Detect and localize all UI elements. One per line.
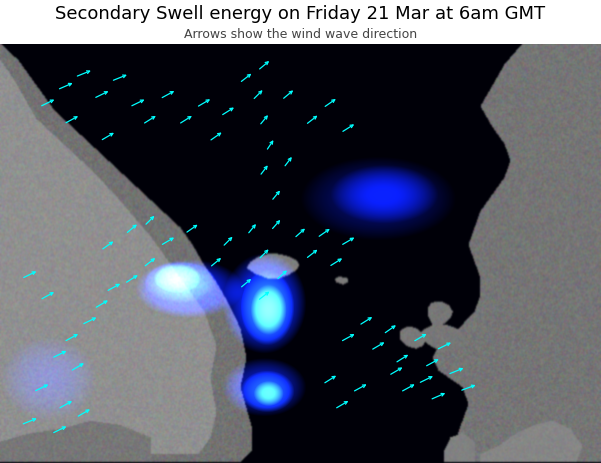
Text: Secondary Swell energy on Friday 21 Mar at 6am GMT: Secondary Swell energy on Friday 21 Mar … bbox=[55, 5, 546, 23]
Text: Arrows show the wind wave direction: Arrows show the wind wave direction bbox=[184, 28, 417, 41]
